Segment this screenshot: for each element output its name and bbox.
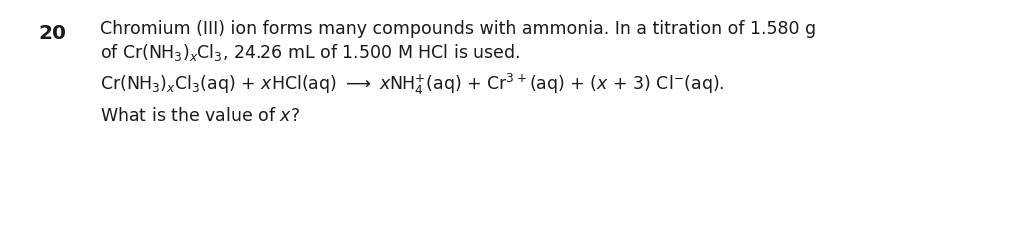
Text: 20: 20 (38, 24, 66, 43)
Text: Chromium (III) ion forms many compounds with ammonia. In a titration of 1.580 g: Chromium (III) ion forms many compounds … (100, 20, 816, 38)
Text: of Cr(NH$_{3}$)$_{x}$Cl$_{3}$, 24.26 mL of 1.500 M HCl is used.: of Cr(NH$_{3}$)$_{x}$Cl$_{3}$, 24.26 mL … (100, 42, 520, 63)
Text: Cr(NH$_{3}$)$_{x}$Cl$_{3}$(aq) + $x$HCl(aq) $\longrightarrow$ $x$NH$_{4}^{+}$(aq: Cr(NH$_{3}$)$_{x}$Cl$_{3}$(aq) + $x$HCl(… (100, 72, 725, 97)
Text: What is the value of $x$?: What is the value of $x$? (100, 106, 300, 124)
